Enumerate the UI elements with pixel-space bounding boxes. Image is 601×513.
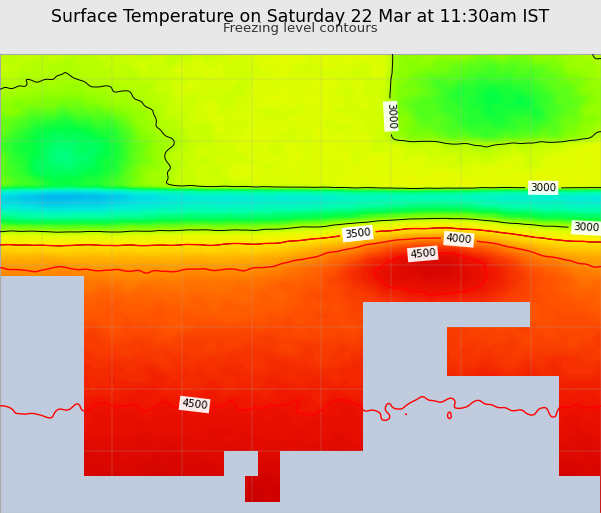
- Text: 3000: 3000: [573, 222, 600, 233]
- Text: 3000: 3000: [530, 183, 557, 193]
- Text: 3000: 3000: [385, 103, 397, 130]
- Text: 4500: 4500: [181, 398, 208, 411]
- Text: Surface Temperature on Saturday 22 Mar at 11:30am IST: Surface Temperature on Saturday 22 Mar a…: [51, 8, 550, 26]
- Text: 3500: 3500: [344, 227, 371, 240]
- Text: 4500: 4500: [409, 248, 436, 260]
- Text: 4000: 4000: [445, 233, 472, 245]
- Text: 3500: 3500: [344, 227, 371, 240]
- Text: Freezing level contours: Freezing level contours: [223, 22, 378, 35]
